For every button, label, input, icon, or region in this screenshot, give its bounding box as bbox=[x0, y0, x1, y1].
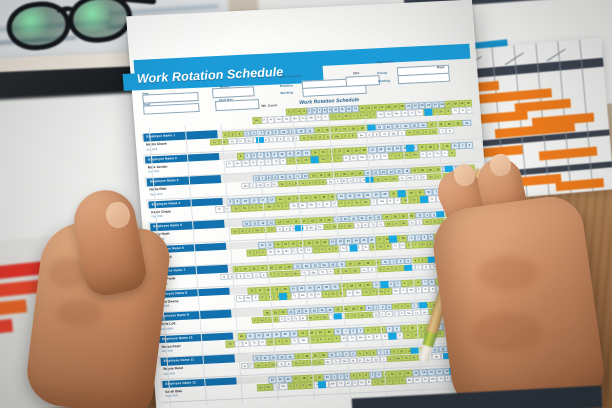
highlighted-shift-cell[interactable] bbox=[424, 108, 433, 116]
highlighted-shift-cell[interactable] bbox=[317, 381, 326, 388]
employee-tag-label: Employee Name 2 bbox=[148, 155, 178, 162]
employee-tag-label: Employee Name 1 bbox=[146, 133, 176, 139]
field-label-days: Days bbox=[436, 64, 445, 70]
employee-name: Nadia Blair bbox=[149, 186, 167, 192]
highlighted-shift-cell[interactable] bbox=[418, 301, 427, 309]
highlighted-shift-cell[interactable] bbox=[388, 332, 397, 340]
highlighted-shift-cell[interactable] bbox=[388, 235, 397, 243]
employee-shift-label: Day Shift bbox=[148, 169, 160, 174]
highlighted-shift-cell[interactable] bbox=[310, 156, 319, 164]
highlighted-shift-cell[interactable] bbox=[333, 312, 342, 320]
field-label-period: Period bbox=[377, 70, 388, 76]
field-input-start-day[interactable] bbox=[214, 99, 260, 112]
highlighted-shift-cell[interactable] bbox=[278, 292, 287, 300]
left-hand bbox=[23, 185, 173, 408]
highlighted-shift-cell[interactable] bbox=[367, 123, 376, 131]
field-label-working: Working bbox=[280, 90, 294, 95]
highlighted-shift-cell[interactable] bbox=[380, 280, 389, 288]
shift-off-box[interactable] bbox=[345, 75, 381, 87]
field-label-wk-count: Wk. Count bbox=[261, 103, 278, 108]
highlighted-shift-cell[interactable] bbox=[403, 264, 412, 272]
highlighted-shift-cell[interactable] bbox=[405, 144, 414, 152]
highlighted-shift-cell[interactable] bbox=[410, 346, 419, 354]
field-input-month[interactable] bbox=[211, 86, 255, 99]
employee-tag-label: Employee Name 3 bbox=[149, 178, 179, 184]
field-label-off: OFF bbox=[353, 71, 360, 76]
highlighted-shift-cell[interactable] bbox=[349, 244, 358, 252]
field-label-pay-period: Pay Period bbox=[376, 59, 394, 65]
employee-shift-label: Day Shift bbox=[146, 147, 158, 152]
right-hand bbox=[428, 152, 610, 408]
highlighted-shift-cell[interactable] bbox=[419, 195, 428, 203]
highlighted-shift-cell[interactable] bbox=[397, 189, 406, 197]
field-label-rotation: Rotation bbox=[279, 83, 294, 88]
field-label-starting: Starting bbox=[377, 78, 391, 84]
